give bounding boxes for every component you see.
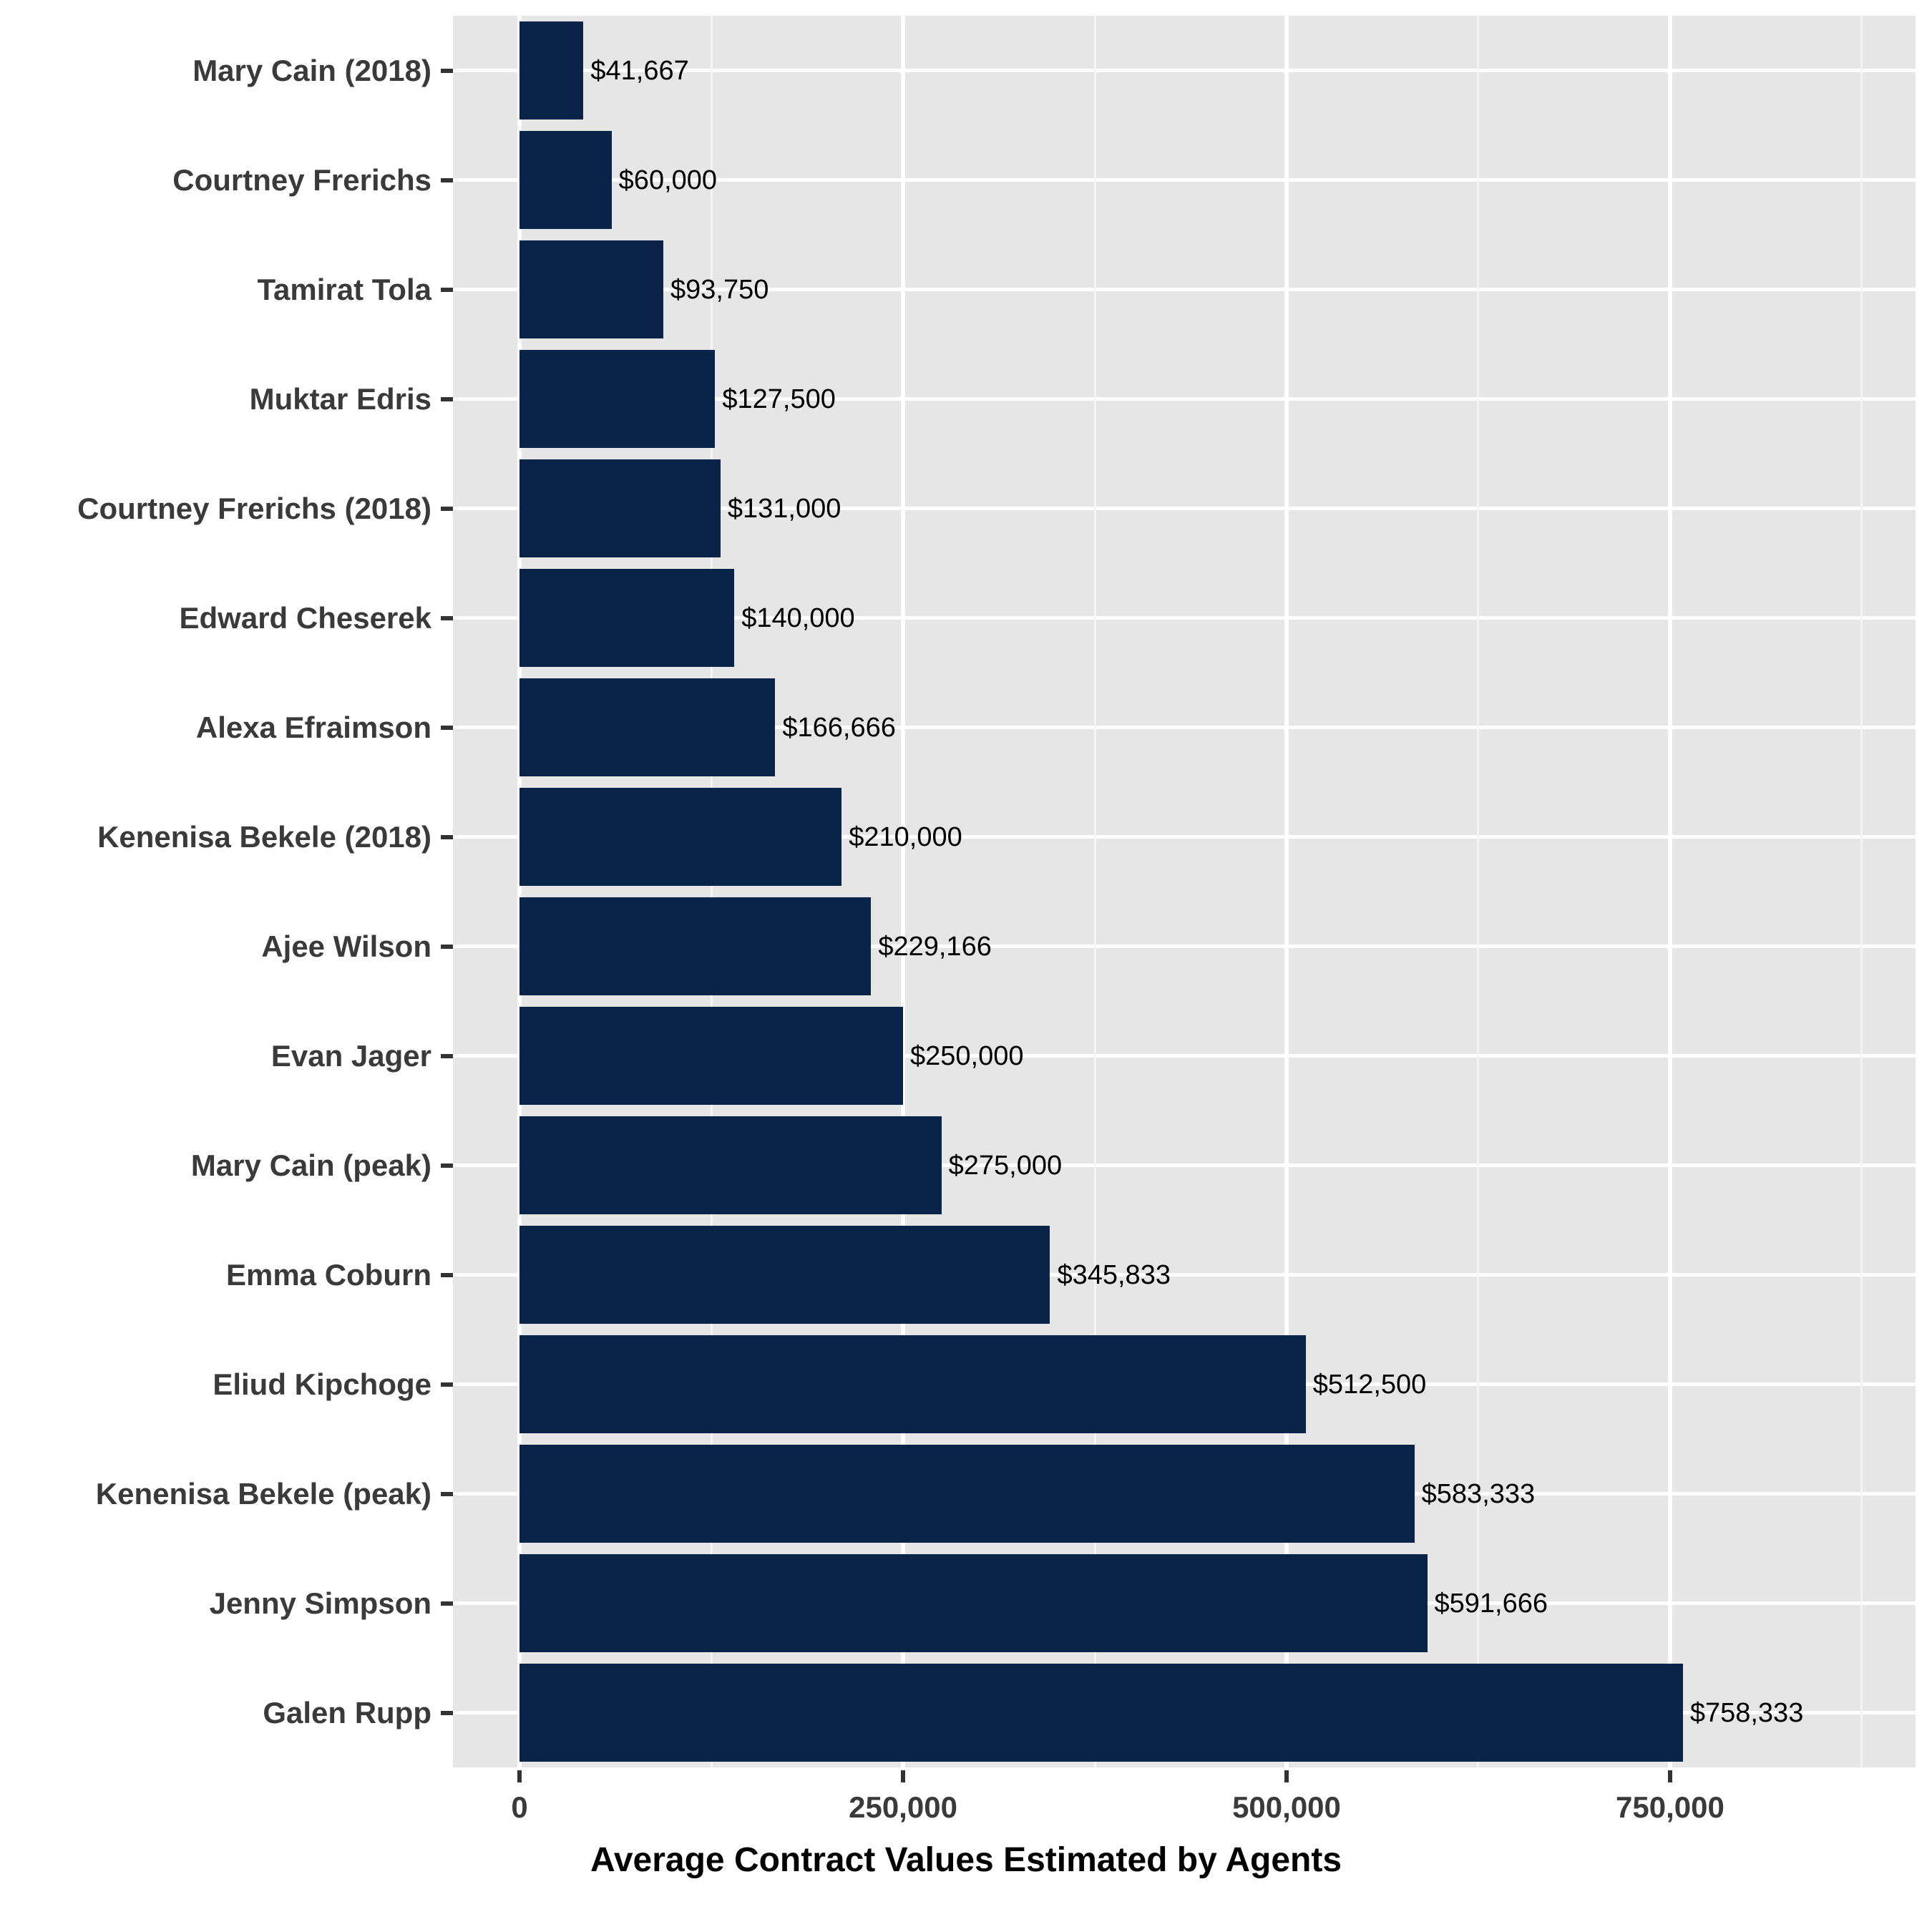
x-axis-tick-label: 250,000 — [849, 1790, 957, 1824]
y-axis-tick-label: Courtney Frerichs (2018) — [77, 491, 431, 525]
y-axis-tick-mark — [441, 1272, 453, 1277]
gridline-horizontal — [453, 69, 1916, 72]
bar-value-label: $140,000 — [741, 602, 855, 633]
y-axis-tick-mark — [441, 1601, 453, 1606]
bar — [519, 130, 612, 230]
y-axis-tick-label: Alexa Efraimson — [195, 710, 431, 744]
y-axis-tick-label: Jenny Simpson — [209, 1586, 431, 1620]
bar — [519, 1116, 942, 1215]
bar — [519, 1444, 1415, 1543]
gridline-horizontal — [453, 1163, 1916, 1167]
bar — [519, 349, 716, 449]
y-axis-tick-label: Courtney Frerichs — [172, 162, 431, 197]
y-axis-tick-mark — [441, 834, 453, 839]
bar — [519, 1006, 903, 1106]
bar-value-label: $41,667 — [590, 55, 689, 86]
bar — [519, 1553, 1428, 1653]
y-axis-tick-mark — [441, 287, 453, 292]
gridline-horizontal — [453, 178, 1916, 182]
bar-value-label: $275,000 — [948, 1150, 1063, 1181]
y-axis-tick-label: Kenenisa Bekele (peak) — [95, 1476, 431, 1511]
gridline-horizontal — [453, 507, 1916, 510]
x-axis-tick-mark — [517, 1770, 522, 1782]
gridline-vertical — [901, 16, 906, 1767]
bar — [519, 459, 721, 558]
y-axis-tick-mark — [441, 1710, 453, 1715]
bar-value-label: $127,500 — [722, 384, 836, 414]
y-axis-tick-mark — [441, 1382, 453, 1387]
bar-value-label: $591,666 — [1434, 1588, 1548, 1619]
y-axis-tick-label: Evan Jager — [270, 1038, 431, 1073]
bar — [519, 678, 776, 777]
y-axis-tick-mark — [441, 1053, 453, 1058]
gridline-horizontal — [453, 1273, 1916, 1277]
gridline-minor-vertical — [1093, 16, 1096, 1767]
gridline-minor-vertical — [1477, 16, 1480, 1767]
bar-value-label: $166,666 — [782, 712, 896, 743]
y-axis-tick-mark — [441, 1491, 453, 1496]
gridline-horizontal — [453, 945, 1916, 948]
plot-panel: $41,667 $60,000 $93,750 $127,500 $131,000 $14… — [453, 16, 1916, 1767]
bar-value-label: $512,500 — [1312, 1369, 1427, 1400]
gridline-vertical — [1667, 16, 1672, 1767]
x-axis-title: Average Contract Values Estimated by Age… — [590, 1841, 1342, 1879]
y-axis-tick-mark — [441, 725, 453, 730]
x-axis-tick-mark — [1284, 1770, 1289, 1782]
gridline-vertical — [1284, 16, 1289, 1767]
bar — [519, 1225, 1050, 1324]
y-axis-tick-mark — [441, 615, 453, 620]
y-axis-tick-label: Ajee Wilson — [261, 929, 431, 963]
y-axis-tick-label: Tamirat Tola — [257, 272, 432, 306]
x-axis-tick-mark — [1667, 1770, 1672, 1782]
bar-value-label: $210,000 — [849, 821, 962, 852]
y-axis-tick-label: Mary Cain (2018) — [192, 53, 431, 87]
y-axis-tick-label: Eliud Kipchoge — [213, 1367, 431, 1401]
y-axis-tick-label: Kenenisa Bekele (2018) — [97, 819, 431, 854]
bar — [519, 897, 872, 996]
y-axis-tick-label: Muktar Edris — [249, 381, 431, 416]
bar-value-label: $583,333 — [1421, 1478, 1536, 1509]
bar — [519, 240, 664, 339]
y-axis-tick-mark — [441, 506, 453, 511]
bar — [519, 1663, 1683, 1762]
x-axis-tick-label: 500,000 — [1232, 1790, 1341, 1824]
bar-value-label: $93,750 — [670, 274, 769, 305]
bar-value-label: $131,000 — [727, 493, 841, 524]
gridline-minor-vertical — [710, 16, 713, 1767]
y-axis-tick-label: Emma Coburn — [225, 1257, 431, 1292]
y-axis-tick-label: Galen Rupp — [263, 1695, 431, 1729]
y-axis-tick-mark — [441, 1163, 453, 1168]
bar — [519, 21, 584, 120]
gridline-horizontal — [453, 835, 1916, 839]
y-axis-tick-label: Mary Cain (peak) — [190, 1148, 431, 1182]
y-axis-tick-mark — [441, 396, 453, 401]
gridline-horizontal — [453, 726, 1916, 729]
gridline-vertical — [517, 16, 522, 1767]
y-axis-tick-mark — [441, 944, 453, 949]
y-axis-tick-label: Edward Cheserek — [179, 600, 432, 635]
gridline-horizontal — [453, 1054, 1916, 1058]
gridline-minor-vertical — [1860, 16, 1863, 1767]
bar — [519, 1335, 1306, 1434]
bar-value-label: $758,333 — [1689, 1697, 1804, 1728]
bar-value-label: $229,166 — [878, 931, 992, 962]
x-axis-tick-label: 0 — [511, 1790, 528, 1824]
x-axis-tick-label: 750,000 — [1616, 1790, 1724, 1824]
y-axis-tick-mark — [441, 177, 453, 182]
gridline-horizontal — [453, 288, 1916, 291]
bar-value-label: $250,000 — [910, 1040, 1024, 1071]
x-axis-tick-mark — [901, 1770, 906, 1782]
bar-value-label: $345,833 — [1057, 1259, 1171, 1290]
bar-value-label: $60,000 — [618, 165, 718, 195]
bar — [519, 787, 842, 887]
bar — [519, 568, 735, 668]
gridline-horizontal — [453, 616, 1916, 620]
y-axis-tick-mark — [441, 68, 453, 73]
gridline-horizontal — [453, 397, 1916, 401]
